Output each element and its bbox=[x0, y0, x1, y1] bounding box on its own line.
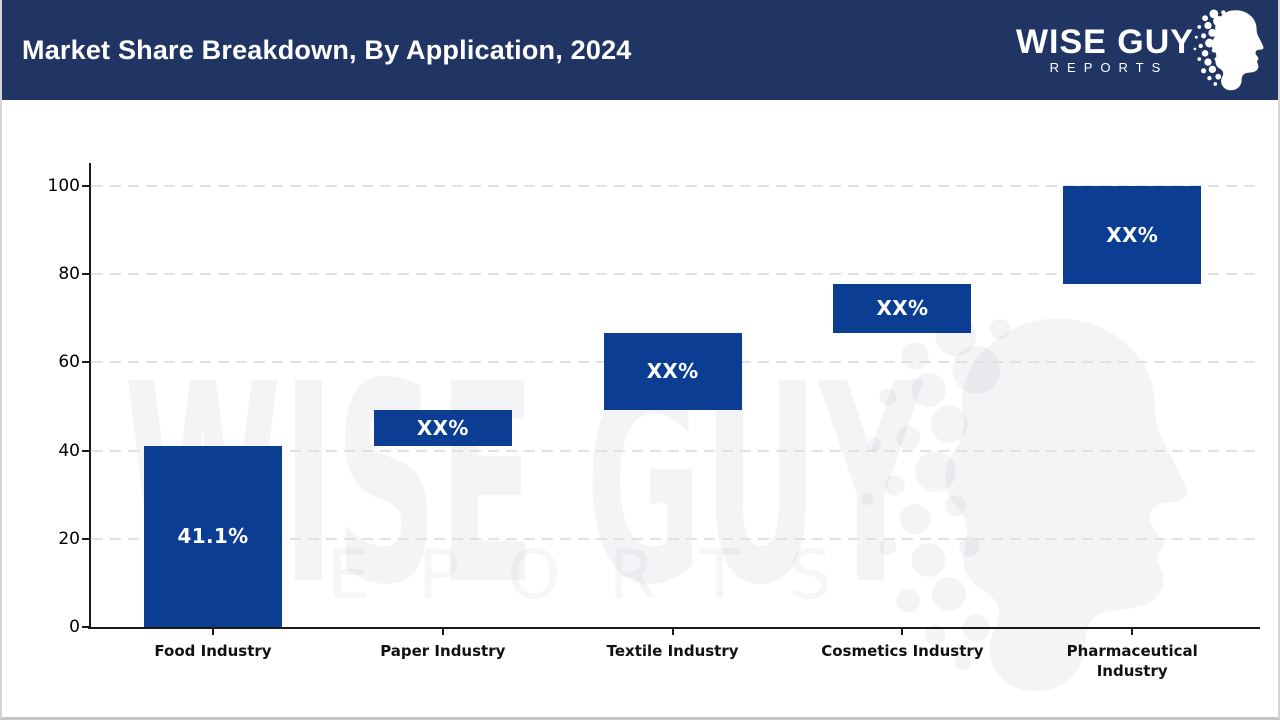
y-axis-tick bbox=[82, 449, 90, 452]
bar-value-label: XX% bbox=[1106, 222, 1159, 247]
gridline-40 bbox=[92, 449, 1256, 452]
y-axis-tick bbox=[82, 361, 90, 364]
bar-value-label: 41.1% bbox=[177, 524, 249, 549]
logo-tagline: REPORTS bbox=[1049, 60, 1169, 76]
x-axis-tick bbox=[212, 627, 214, 635]
y-axis-tick-label: 100 bbox=[47, 176, 80, 196]
y-axis-tick-label: 40 bbox=[58, 440, 80, 461]
bar-food-industry: 41.1% bbox=[144, 445, 282, 627]
x-axis-tick bbox=[901, 627, 904, 635]
y-axis-tick bbox=[82, 537, 90, 540]
y-axis-tick bbox=[82, 185, 90, 187]
bar-pharmaceutical-industry: XX% bbox=[1063, 186, 1202, 284]
y-axis-tick bbox=[82, 273, 90, 276]
gridline-20 bbox=[92, 537, 1256, 540]
page-title: Market Share Breakdown, By Application, … bbox=[22, 34, 632, 65]
x-axis-category-label: Paper Industry bbox=[380, 642, 506, 660]
header-band: Market Share Breakdown, By Application, … bbox=[2, 0, 1278, 100]
y-axis-tick-label: 60 bbox=[58, 352, 80, 373]
y-axis-tick bbox=[82, 626, 90, 628]
bar-value-label: XX% bbox=[876, 296, 929, 321]
x-axis-tick bbox=[1131, 627, 1134, 635]
watermark-head-profile-icon bbox=[861, 315, 1187, 692]
bar-textile-industry: XX% bbox=[603, 332, 742, 410]
bar-paper-industry: XX% bbox=[373, 409, 512, 446]
bar-value-label: XX% bbox=[646, 359, 699, 384]
gridline-80 bbox=[92, 273, 1256, 276]
logo-text: WISE GUY REPORTS bbox=[1015, 22, 1194, 76]
wise-guy-logo: WISE GUY REPORTS bbox=[1016, 8, 1266, 92]
bar-value-label: XX% bbox=[416, 415, 469, 440]
x-axis-category-label: Cosmetics Industry bbox=[821, 642, 984, 660]
bar-cosmetics-industry: XX% bbox=[833, 283, 972, 333]
y-axis-line bbox=[89, 163, 91, 629]
x-axis-tick bbox=[671, 627, 674, 635]
x-axis-category-label: Textile Industry bbox=[606, 642, 739, 660]
gridline-100 bbox=[92, 185, 1256, 187]
x-axis-category-label: Pharmaceutical Industry bbox=[1066, 642, 1198, 681]
y-axis-tick-label: 20 bbox=[58, 528, 80, 549]
y-axis-tick-label: 0 bbox=[69, 617, 80, 637]
x-axis-category-label: Food Industry bbox=[154, 642, 272, 660]
x-axis-line bbox=[88, 627, 1260, 629]
x-axis-tick bbox=[441, 627, 444, 635]
logo-name: WISE GUY bbox=[1015, 22, 1194, 61]
dotted-head-profile-icon bbox=[1193, 9, 1264, 91]
watermark-tagline: REPORTS bbox=[232, 536, 880, 615]
y-axis-tick-label: 80 bbox=[58, 264, 80, 285]
